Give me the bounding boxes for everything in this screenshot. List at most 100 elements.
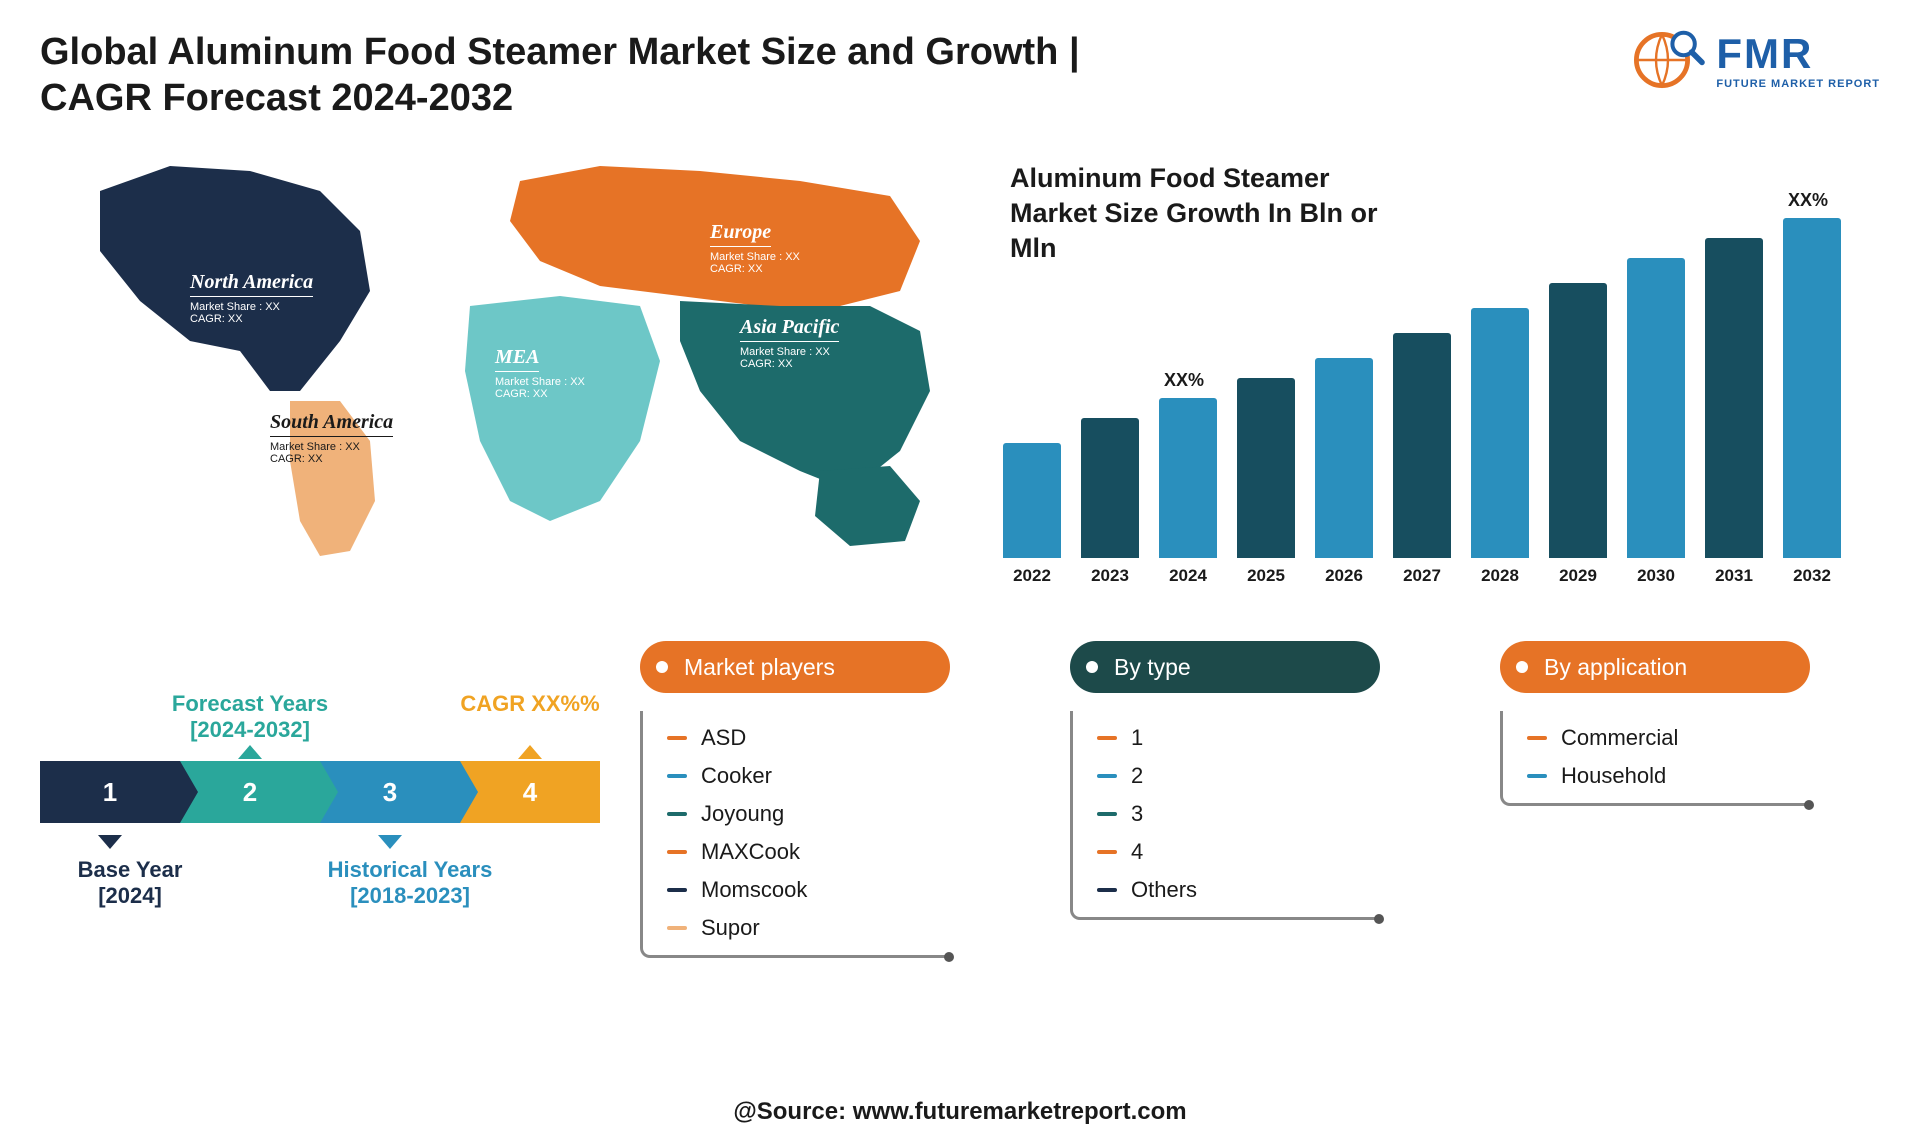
source-attribution: @Source: www.futuremarketreport.com: [733, 1098, 1186, 1126]
pill-header: Market players: [640, 641, 950, 693]
tick-icon: [1097, 888, 1117, 892]
item-text: 1: [1131, 725, 1143, 751]
logo-brand: FMR: [1716, 30, 1880, 78]
tick-icon: [667, 736, 687, 740]
item-text: Momscook: [701, 877, 807, 903]
region-mea: [465, 296, 660, 521]
bar-year-label: 2032: [1793, 566, 1831, 586]
info-list: ASDCookerJoyoungMAXCookMomscookSupor: [640, 711, 950, 958]
tick-icon: [667, 774, 687, 778]
item-text: 2: [1131, 763, 1143, 789]
timeline-label-below: Historical Years[2018-2023]: [300, 857, 520, 909]
list-item: 4: [1097, 833, 1380, 871]
list-item: Commercial: [1527, 719, 1810, 757]
info-column-by-type: By type 1 2 3 4 Others: [1070, 641, 1450, 958]
item-text: 3: [1131, 801, 1143, 827]
page-title: Global Aluminum Food Steamer Market Size…: [40, 30, 1140, 121]
bar-rect: [1393, 333, 1451, 558]
list-item: 3: [1097, 795, 1380, 833]
dot-icon: [1086, 661, 1098, 673]
bar-2031: 2031: [1702, 238, 1766, 586]
item-text: Cooker: [701, 763, 772, 789]
chart-title: Aluminum Food Steamer Market Size Growth…: [1010, 161, 1410, 266]
region-name: North America: [190, 271, 313, 297]
timeline-label-above: CAGR XX%%: [430, 691, 630, 717]
bar-rect: [1237, 378, 1295, 558]
tick-icon: [667, 850, 687, 854]
region-australia: [815, 466, 920, 546]
item-text: Commercial: [1561, 725, 1678, 751]
bar-rect: [1627, 258, 1685, 558]
region-cagr: CAGR: XX: [740, 358, 839, 370]
region-share: Market Share : XX: [190, 301, 313, 313]
info-column-by-application: By application Commercial Household: [1500, 641, 1880, 958]
bar-annotation: XX%: [1164, 370, 1204, 391]
timeline: Forecast Years[2024-2032]CAGR XX%% 1234 …: [40, 641, 600, 958]
bar-year-label: 2026: [1325, 566, 1363, 586]
bar-2022: 2022: [1000, 443, 1064, 586]
tick-icon: [667, 926, 687, 930]
timeline-label-above: Forecast Years[2024-2032]: [150, 691, 350, 743]
bar-rect: [1315, 358, 1373, 558]
bar-rect: [1549, 283, 1607, 558]
arrow-down-icon: [98, 835, 122, 849]
region-label-north-america: North America Market Share : XXCAGR: XX: [190, 271, 313, 325]
region-share: Market Share : XX: [740, 346, 839, 358]
tick-icon: [1097, 736, 1117, 740]
arrow-down-icon: [378, 835, 402, 849]
bar-rect: [1159, 398, 1217, 558]
bar-2026: 2026: [1312, 358, 1376, 586]
item-text: ASD: [701, 725, 746, 751]
bar-2030: 2030: [1624, 258, 1688, 586]
tick-icon: [667, 888, 687, 892]
bar-year-label: 2025: [1247, 566, 1285, 586]
bar-year-label: 2030: [1637, 566, 1675, 586]
region-share: Market Share : XX: [270, 441, 393, 453]
tick-icon: [1097, 812, 1117, 816]
tick-icon: [1097, 774, 1117, 778]
bar-year-label: 2031: [1715, 566, 1753, 586]
item-text: 4: [1131, 839, 1143, 865]
bar-year-label: 2027: [1403, 566, 1441, 586]
region-label-mea: MEAMarket Share : XXCAGR: XX: [495, 346, 585, 400]
list-item: ASD: [667, 719, 950, 757]
region-cagr: CAGR: XX: [710, 263, 800, 275]
timeline-label-below: Base Year[2024]: [20, 857, 240, 909]
pill-title: By application: [1544, 654, 1687, 681]
pill-header: By application: [1500, 641, 1810, 693]
info-column-market-players: Market playersASDCookerJoyoungMAXCookMom…: [640, 641, 1020, 958]
region-label-south-america: South America Market Share : XXCAGR: XX: [270, 411, 393, 465]
region-cagr: CAGR: XX: [270, 453, 393, 465]
list-item: Household: [1527, 757, 1810, 795]
bar-rect: [1783, 218, 1841, 558]
list-item: 2: [1097, 757, 1380, 795]
bar-year-label: 2029: [1559, 566, 1597, 586]
region-name: South America: [270, 411, 393, 437]
tick-icon: [1527, 736, 1547, 740]
bar-annotation: XX%: [1788, 190, 1828, 211]
item-text: Household: [1561, 763, 1666, 789]
logo-subtitle: FUTURE MARKET REPORT: [1716, 78, 1880, 90]
info-list: 1 2 3 4 Others: [1070, 711, 1380, 920]
timeline-segment-2: 2: [180, 761, 320, 823]
item-text: Others: [1131, 877, 1197, 903]
list-item: Joyoung: [667, 795, 950, 833]
tick-icon: [1097, 850, 1117, 854]
bar-2025: 2025: [1234, 378, 1298, 586]
world-map: North AmericaMarket Share : XXCAGR: XXSo…: [40, 141, 960, 561]
bar-rect: [1471, 308, 1529, 558]
list-item: Momscook: [667, 871, 950, 909]
list-item: Others: [1097, 871, 1380, 909]
bar-2032: 2032: [1780, 218, 1844, 586]
arrow-up-icon: [238, 745, 262, 759]
timeline-segment-3: 3: [320, 761, 460, 823]
bar-rect: [1705, 238, 1763, 558]
item-text: Supor: [701, 915, 760, 941]
region-cagr: CAGR: XX: [190, 313, 313, 325]
region-label-asia-pacific: Asia PacificMarket Share : XXCAGR: XX: [740, 316, 839, 370]
region-name: Europe: [710, 221, 771, 247]
timeline-segment-4: 4: [460, 761, 600, 823]
bar-2028: 2028: [1468, 308, 1532, 586]
pill-title: By type: [1114, 654, 1191, 681]
bar-year-label: 2023: [1091, 566, 1129, 586]
